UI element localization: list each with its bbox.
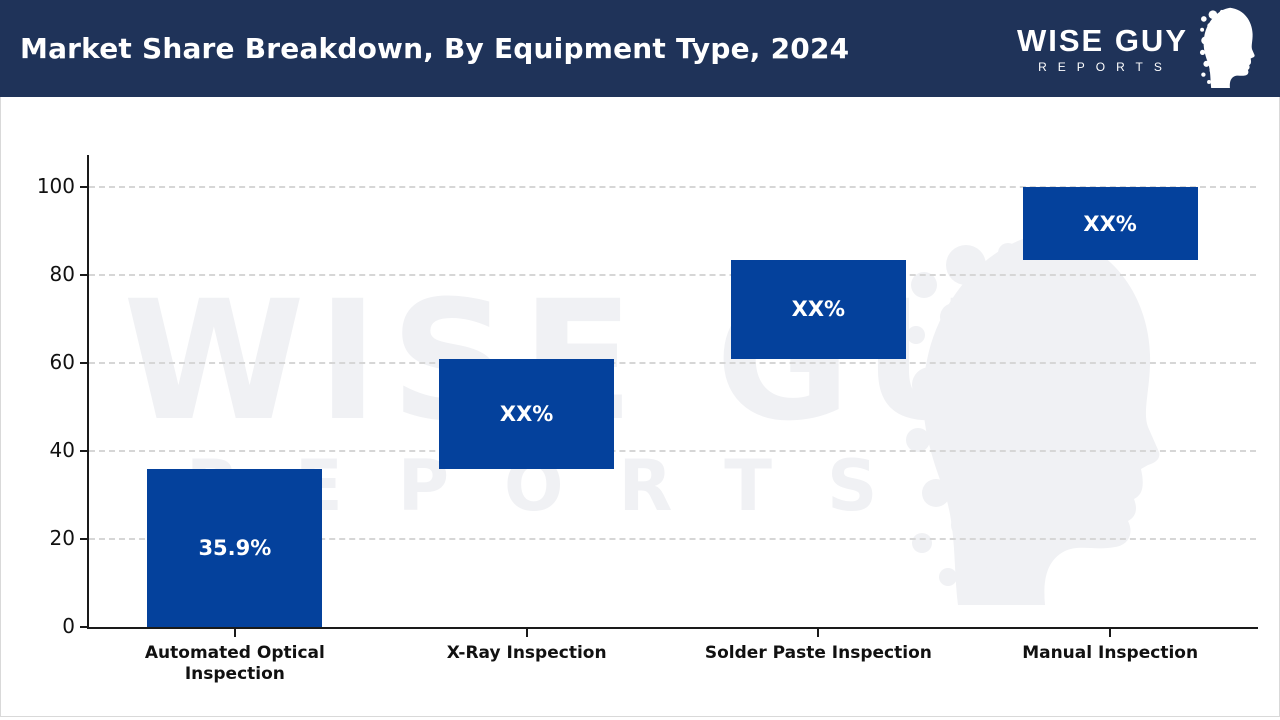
x-category-label: Solder Paste Inspection <box>704 643 932 663</box>
y-axis-line <box>87 155 89 629</box>
y-tick-mark <box>80 538 89 540</box>
bar-segment: 35.9% <box>147 469 323 627</box>
x-tick-mark <box>233 629 236 637</box>
bar-value-label: XX% <box>499 401 554 426</box>
y-tick-label: 100 <box>36 174 75 198</box>
brand-subname: REPORTS <box>1038 59 1173 74</box>
y-tick-label: 80 <box>49 262 75 286</box>
page-title: Market Share Breakdown, By Equipment Typ… <box>20 32 850 65</box>
y-tick-label: 60 <box>49 350 75 374</box>
plot-area: 0 20 40 60 80 100 35.9% Automated Optical Inspe… <box>1 97 1279 716</box>
x-tick-mark <box>1109 629 1112 637</box>
watermark-face-icon <box>896 225 1176 609</box>
y-tick-label: 40 <box>49 438 75 462</box>
x-tick-mark <box>817 629 820 637</box>
y-tick-label: 0 <box>62 614 75 638</box>
bar-segment: XX% <box>439 358 615 470</box>
y-tick-mark <box>80 186 89 188</box>
x-axis-line <box>87 627 1258 629</box>
bar-segment: XX% <box>730 260 906 359</box>
y-tick-label: 20 <box>49 526 75 550</box>
bar-value-label: XX% <box>1083 211 1137 236</box>
brand-logo-text: WISE GUY REPORTS <box>1017 25 1188 73</box>
header-bar: Market Share Breakdown, By Equipment Typ… <box>0 0 1280 97</box>
y-gridline <box>89 274 1256 276</box>
logo-face-icon <box>1190 6 1266 92</box>
y-gridline <box>89 538 1256 540</box>
bar-segment: XX% <box>1022 187 1198 261</box>
x-category-label: Manual Inspection <box>1022 643 1199 663</box>
y-gridline <box>89 362 1256 364</box>
brand-name: WISE GUY <box>1016 22 1188 58</box>
chart-canvas: WISE GUY REPORTS 0 20 40 60 80 100 35.9% Aut <box>0 97 1280 717</box>
y-tick-mark <box>80 626 89 628</box>
bar-value-label: XX% <box>791 297 846 322</box>
y-tick-mark <box>80 362 89 364</box>
bar-value-label: 35.9% <box>198 536 272 560</box>
x-category-label: Automated Optical Inspection <box>144 643 325 685</box>
x-category-label: X-Ray Inspection <box>446 643 607 663</box>
y-gridline <box>89 450 1256 452</box>
y-tick-mark <box>80 274 89 276</box>
x-tick-mark <box>525 629 528 637</box>
brand-logo: WISE GUY REPORTS <box>1017 6 1266 92</box>
y-gridline <box>89 186 1256 188</box>
y-tick-mark <box>80 450 89 452</box>
